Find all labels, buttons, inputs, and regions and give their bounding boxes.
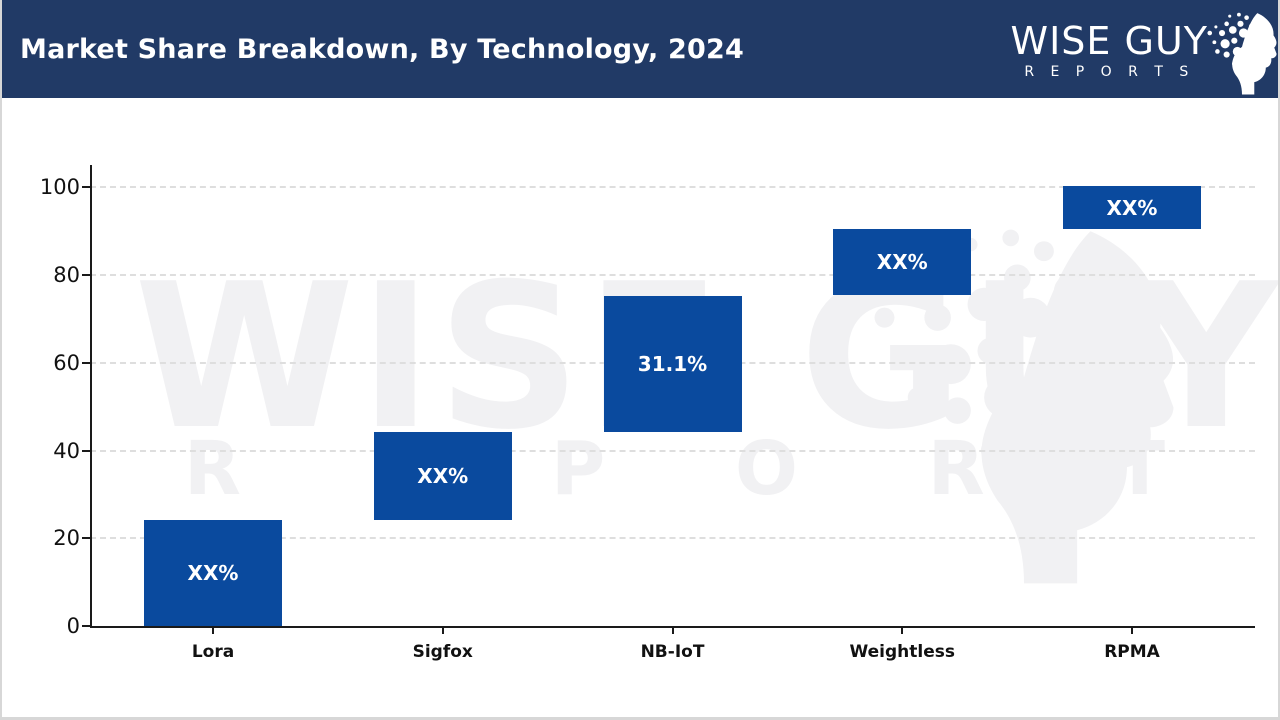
bar-weightless: XX% [833,228,972,296]
x-axis-category-label: NB-IoT [640,642,705,662]
x-axis-line [90,626,1255,628]
dotted-head-logo-icon [1207,12,1277,95]
x-axis-category-label: Lora [191,642,235,662]
y-axis-tick [82,625,90,627]
bar-value-label: 31.1% [637,351,708,376]
brand-wordmark-line1: WISE GUY [1010,19,1208,63]
bar-sigfox: XX% [373,432,512,520]
bar-rpma: XX% [1063,186,1201,229]
bar-value-label: XX% [187,560,239,585]
bar-value-label: XX% [1106,195,1158,220]
y-axis-tick-label: 40 [53,438,80,463]
y-axis-tick-label: 60 [53,350,80,375]
gridline [90,274,1255,276]
y-axis-tick [82,186,90,189]
y-axis-tick [82,274,90,276]
x-axis-tick [1131,626,1133,634]
gridline [90,537,1255,540]
y-axis-tick [82,537,90,540]
x-axis-category-label: Sigfox [412,642,473,662]
bar-value-label: XX% [417,463,469,488]
page-title: Market Share Breakdown, By Technology, 2… [20,33,745,65]
x-axis-tick [671,626,674,634]
chart-plot-area: 0 20 40 60 80 100 XX% Lora XX% Sigfox 31.1% NB-IoT X… [2,98,1278,717]
y-axis-line [90,165,92,628]
x-axis-category-label: RPMA [1104,642,1160,662]
y-axis-tick [82,361,90,364]
gridline [90,449,1255,452]
y-axis-tick-label: 20 [53,526,80,551]
brand-logo: WISE GUY R E P O R T S [1011,4,1277,96]
bar-nb-iot: 31.1% [603,295,742,433]
bar-value-label: XX% [876,250,928,275]
y-axis-tick-label: 100 [39,175,80,200]
gridline [90,186,1255,189]
y-axis-tick-label: 80 [53,263,80,287]
x-axis-tick [901,626,904,634]
header: Market Share Breakdown, By Technology, 2… [2,0,1278,98]
x-axis-tick [212,626,214,634]
x-axis-tick [441,626,444,634]
brand-wordmark: WISE GUY R E P O R T S [1010,19,1208,80]
brand-wordmark-line2: R E P O R T S [1024,63,1195,80]
y-axis-tick [82,449,90,452]
bar-lora: XX% [144,519,282,626]
x-axis-category-label: Weightless [849,642,956,662]
y-axis-tick-label: 0 [66,614,80,638]
